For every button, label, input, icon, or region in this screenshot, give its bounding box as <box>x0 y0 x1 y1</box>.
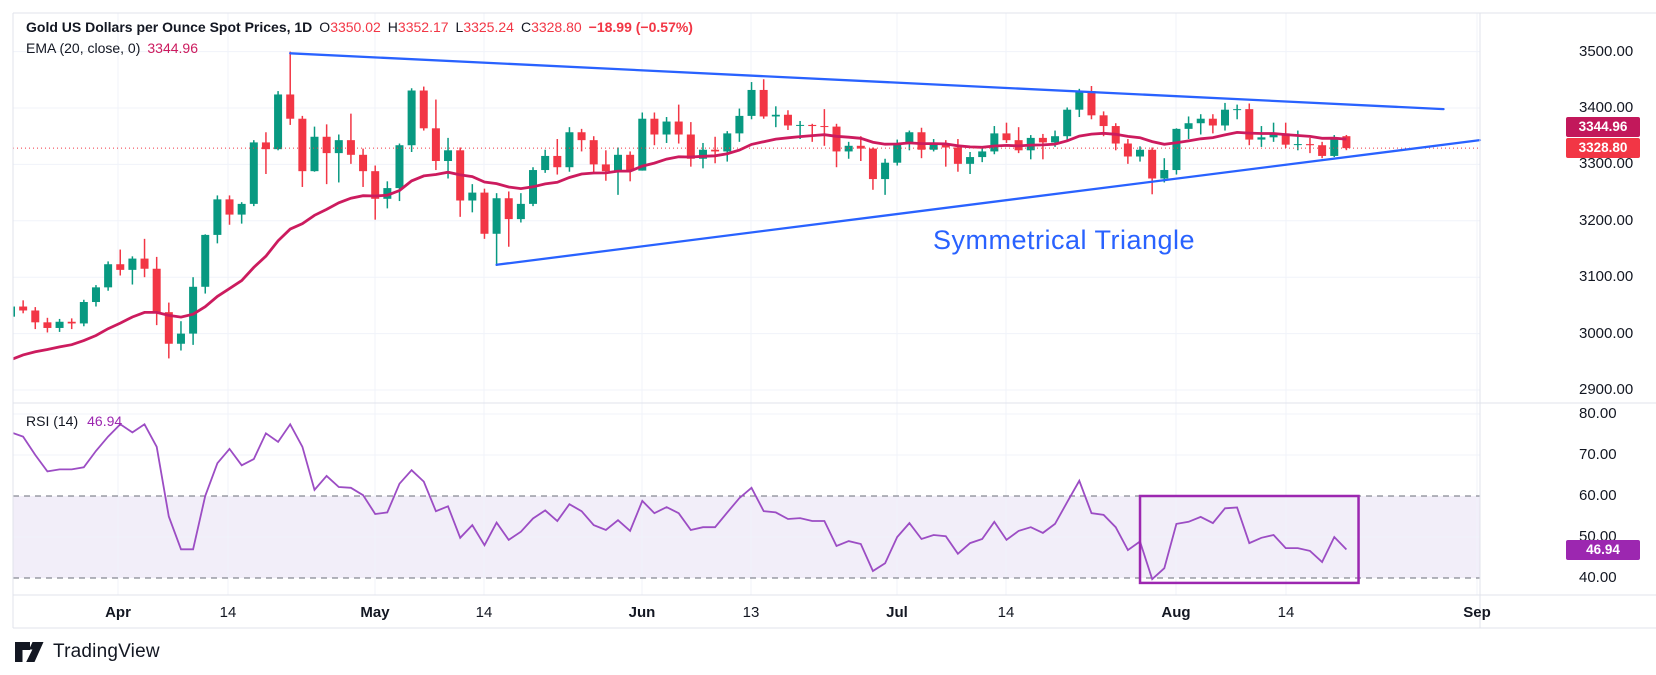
tradingview-logo-icon <box>15 642 44 662</box>
lower-trendline[interactable] <box>495 138 1482 266</box>
ohlc-high: H3352.17 <box>387 19 449 35</box>
time-axis-label: Sep <box>1463 604 1491 621</box>
tradingview-logo-text: TradingView <box>53 641 160 662</box>
candlestick-series <box>13 51 1351 359</box>
ema-label: EMA (20, close, 0) <box>26 40 141 56</box>
ema-legend-row[interactable]: EMA (20, close, 0) 3344.96 <box>26 40 693 56</box>
price-axis-label: 3000.00 <box>1579 324 1634 342</box>
rsi-highlight-box[interactable] <box>1138 494 1360 585</box>
time-axis-label: 13 <box>742 604 760 621</box>
rsi-legend-row[interactable]: RSI (14) 46.94 <box>26 413 122 429</box>
rsi-value-badge: 46.94 <box>1566 540 1640 560</box>
rsi-axis-label: 80.00 <box>1579 405 1617 422</box>
change-value: −18.99 (−0.57%) <box>588 19 693 35</box>
symmetrical-triangle-annotation[interactable]: Symmetrical Triangle <box>933 225 1196 255</box>
rsi-label: RSI (14) <box>26 413 79 429</box>
time-axis-label: 14 <box>997 604 1015 621</box>
ohlc-close: C3328.80 <box>520 19 582 35</box>
time-axis-label: 14 <box>219 604 237 621</box>
ema-price-badge: 3344.96 <box>1566 117 1640 137</box>
price-axis-label: 3400.00 <box>1579 99 1634 116</box>
rsi-axis-label: 60.00 <box>1579 487 1617 504</box>
price-axis-label: 3300.00 <box>1579 155 1634 173</box>
price-axis-label: 3200.00 <box>1579 211 1634 229</box>
ema-line[interactable] <box>11 130 1347 361</box>
time-axis-label: May <box>360 604 390 621</box>
price-axis-label: 3100.00 <box>1579 268 1634 286</box>
time-axis-label: Jul <box>886 604 908 621</box>
time-axis-label: 14 <box>475 604 493 621</box>
rsi-axis-label: 70.00 <box>1579 446 1617 463</box>
time-axis-label: Aug <box>1161 604 1191 621</box>
time-axis-label: 14 <box>1277 604 1295 621</box>
rsi-line[interactable] <box>11 422 1348 581</box>
last-price-badge: 3328.80 <box>1566 138 1640 158</box>
time-axis-label: Apr <box>105 604 131 621</box>
price-axis-label: 2900.00 <box>1579 381 1634 398</box>
rsi-axis-label: 40.00 <box>1579 569 1617 586</box>
symbol-legend-row[interactable]: Gold US Dollars per Ounce Spot Prices, 1… <box>26 19 693 35</box>
ohlc-open: O3350.02 <box>319 19 381 35</box>
rsi-current-value: 46.94 <box>87 413 123 429</box>
upper-trendline[interactable] <box>289 52 1445 111</box>
price-axis-label: 3500.00 <box>1579 42 1634 60</box>
time-axis-label: Jun <box>628 604 656 621</box>
chart-legend[interactable]: Gold US Dollars per Ounce Spot Prices, 1… <box>26 19 693 56</box>
ema-value: 3344.96 <box>147 40 198 56</box>
symbol-title: Gold US Dollars per Ounce Spot Prices, 1… <box>26 19 313 35</box>
tradingview-branding[interactable]: TradingView <box>14 640 160 664</box>
ohlc-low: L3325.24 <box>455 19 514 35</box>
